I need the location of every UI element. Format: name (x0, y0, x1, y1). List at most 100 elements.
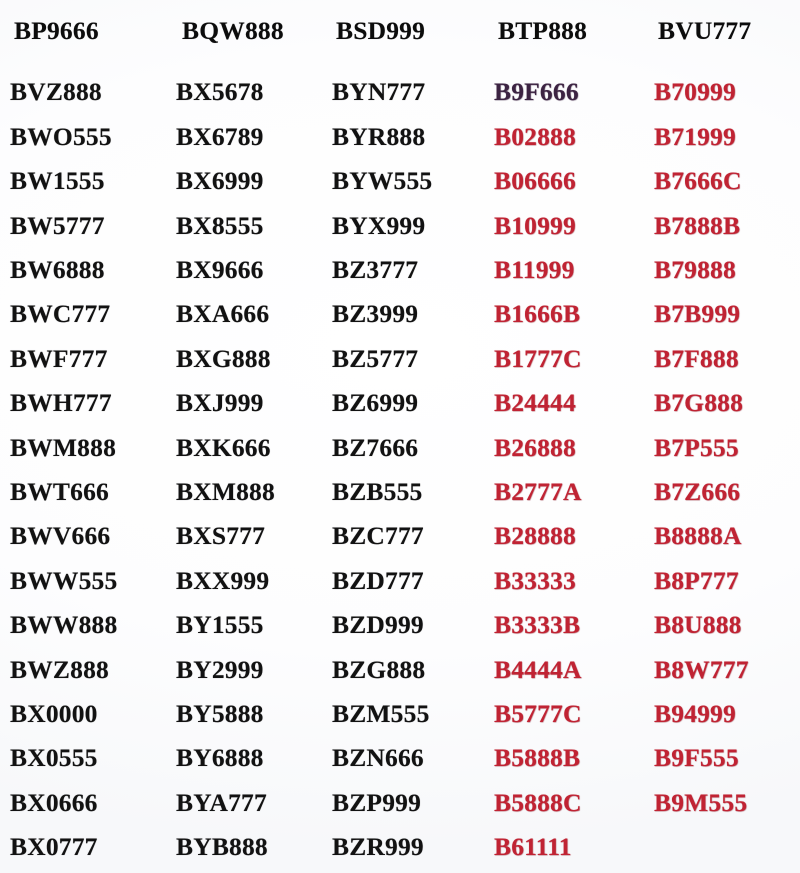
plate-number-cell: B3333B (494, 610, 581, 640)
plate-number-cell: BX6999 (176, 166, 264, 196)
table-row: BWZ888 BY2999 BZG888 B4444A B8W777 (0, 647, 800, 691)
plate-number-cell: BX6789 (176, 121, 264, 151)
plate-number-cell: BZR999 (332, 832, 424, 862)
plate-number-cell: B9F666 (494, 77, 579, 107)
header-cell-1: BP9666 (14, 16, 99, 46)
plate-number-cell: B94999 (654, 698, 736, 728)
plate-number-cell: B79888 (654, 255, 736, 284)
plate-number-cell: BZM555 (332, 698, 430, 728)
plate-number-cell: BXK666 (176, 432, 271, 462)
plate-number-cell: B5777C (494, 698, 582, 728)
plate-number-cell: BXX999 (176, 565, 270, 595)
plate-number-cell: B2777A (494, 476, 582, 506)
plate-number-cell: B5888C (494, 787, 582, 817)
header-cell-3: BSD999 (336, 16, 426, 46)
plate-number-cell: BZ3999 (332, 299, 419, 329)
plate-number-cell: B4444A (494, 654, 582, 684)
plate-number-cell: B10999 (494, 210, 576, 240)
plate-number-cell: BW6888 (10, 255, 105, 284)
plate-number-cell: B5888B (494, 743, 581, 773)
table-row: BX0000 BY5888 BZM555 B5777C B94999 (0, 691, 800, 735)
plate-number-cell: BX8555 (176, 210, 264, 240)
plate-number-cell: BXG888 (176, 343, 271, 373)
plate-number-cell: B70999 (654, 77, 736, 107)
plate-number-cell: BWV666 (10, 521, 111, 551)
plate-number-cell: BW1555 (10, 166, 105, 196)
plate-number-cell: BYB888 (176, 832, 268, 862)
plate-number-cell: B7G888 (654, 388, 744, 418)
plate-number-cell: B8P777 (654, 565, 739, 595)
plate-number-cell: B33333 (494, 565, 576, 595)
plate-number-cell: B7Z666 (654, 476, 741, 506)
plate-number-cell: BXJ999 (176, 388, 264, 418)
table-row: BWT666 BXM888 BZB555 B2777A B7Z666 (0, 470, 800, 514)
header-cell-2: BQW888 (182, 16, 284, 46)
header-cell-4: BTP888 (498, 16, 588, 46)
table-row: BWW888 BY1555 BZD999 B3333B B8U888 (0, 603, 800, 647)
plate-number-cell: B9M555 (654, 787, 748, 817)
plate-number-cell: BYR888 (332, 121, 426, 151)
plate-number-cell: B7B999 (654, 299, 741, 329)
plate-number-cell: BY1555 (176, 610, 264, 640)
plate-number-cell: BZC777 (332, 521, 424, 551)
plate-number-cell: B1666B (494, 299, 581, 329)
plate-number-cell: BX9666 (176, 255, 264, 284)
table-row: BVZ888 BX5678 BYN777 B9F666 B70999 (0, 70, 800, 114)
plate-number-cell: BZ6999 (332, 388, 419, 418)
plate-number-cell: B61111 (494, 832, 572, 862)
plate-number-cell: BWW888 (10, 610, 118, 640)
plate-number-cell: B26888 (494, 432, 576, 462)
plate-number-cell: B9F555 (654, 743, 739, 773)
table-row: BWO555 BX6789 BYR888 B02888 B71999 (0, 114, 800, 158)
plate-number-cell: B8W777 (654, 654, 749, 684)
plate-number-cell: BZ7666 (332, 432, 419, 462)
plate-number-cell: BWM888 (10, 432, 117, 462)
plate-number-cell: BWC777 (10, 299, 111, 329)
table-row: BWH777 BXJ999 BZ6999 B24444 B7G888 (0, 381, 800, 425)
plate-number-cell: BXA666 (176, 299, 270, 329)
plate-number-cell: BW5777 (10, 210, 105, 240)
plate-number-cell: BYW555 (332, 166, 433, 196)
plate-number-cell: BYA777 (176, 787, 267, 817)
plate-number-cell: BZB555 (332, 476, 423, 506)
plate-number-cell: BZ5777 (332, 343, 419, 373)
plate-number-cell: BX0555 (10, 743, 98, 773)
plate-number-cell: BY2999 (176, 654, 264, 684)
plate-number-cell: BZD777 (332, 565, 424, 595)
table-row: BW1555 BX6999 BYW555 B06666 B7666C (0, 159, 800, 203)
plate-number-cell: BY5888 (176, 698, 264, 728)
plate-number-cell: BWF777 (10, 343, 108, 373)
plate-number-cell: B02888 (494, 121, 576, 151)
plate-number-cell: B8888A (654, 521, 742, 551)
table-row: BX0555 BY6888 BZN666 B5888B B9F555 (0, 736, 800, 780)
plate-number-cell: B24444 (494, 388, 576, 418)
plate-number-cell: B28888 (494, 521, 576, 551)
plate-number-cell: BX0666 (10, 787, 98, 817)
plate-number-cell: B8U888 (654, 610, 742, 640)
plate-number-cell: BWT666 (10, 476, 109, 506)
table-row: BWC777 BXA666 BZ3999 B1666B B7B999 (0, 292, 800, 336)
plate-number-cell: BY6888 (176, 743, 264, 773)
plate-number-cell: BWZ888 (10, 654, 109, 684)
plate-number-cell: B7888B (654, 210, 741, 240)
plate-number-cell: BX5678 (176, 77, 264, 107)
plate-number-cell: B1777C (494, 343, 582, 373)
plate-number-cell: BXS777 (176, 521, 266, 551)
plate-number-cell: B06666 (494, 166, 576, 196)
table-row: BWM888 BXK666 BZ7666 B26888 B7P555 (0, 425, 800, 469)
plate-rows-container: BVZ888 BX5678 BYN777 B9F666 B70999 BWO555 BX67… (0, 70, 800, 869)
plate-number-cell: BWO555 (10, 121, 112, 151)
header-cell-5: BVU777 (658, 16, 752, 46)
plate-number-cell: BZ3777 (332, 255, 419, 284)
plate-number-cell: B7F888 (654, 343, 739, 373)
plate-number-cell: BZP999 (332, 787, 422, 817)
plate-number-cell: BYX999 (332, 210, 426, 240)
plate-number-cell: B71999 (654, 121, 736, 151)
plate-number-cell: BZG888 (332, 654, 426, 684)
table-row: BWF777 BXG888 BZ5777 B1777C B7F888 (0, 336, 800, 380)
table-row: BW6888 BX9666 BZ3777 B11999 B79888 (0, 248, 800, 292)
plate-number-cell: BZN666 (332, 743, 424, 773)
header-row: BP9666 BQW888 BSD999 BTP888 BVU777 (0, 0, 800, 68)
plate-number-cell: BX0000 (10, 698, 98, 728)
